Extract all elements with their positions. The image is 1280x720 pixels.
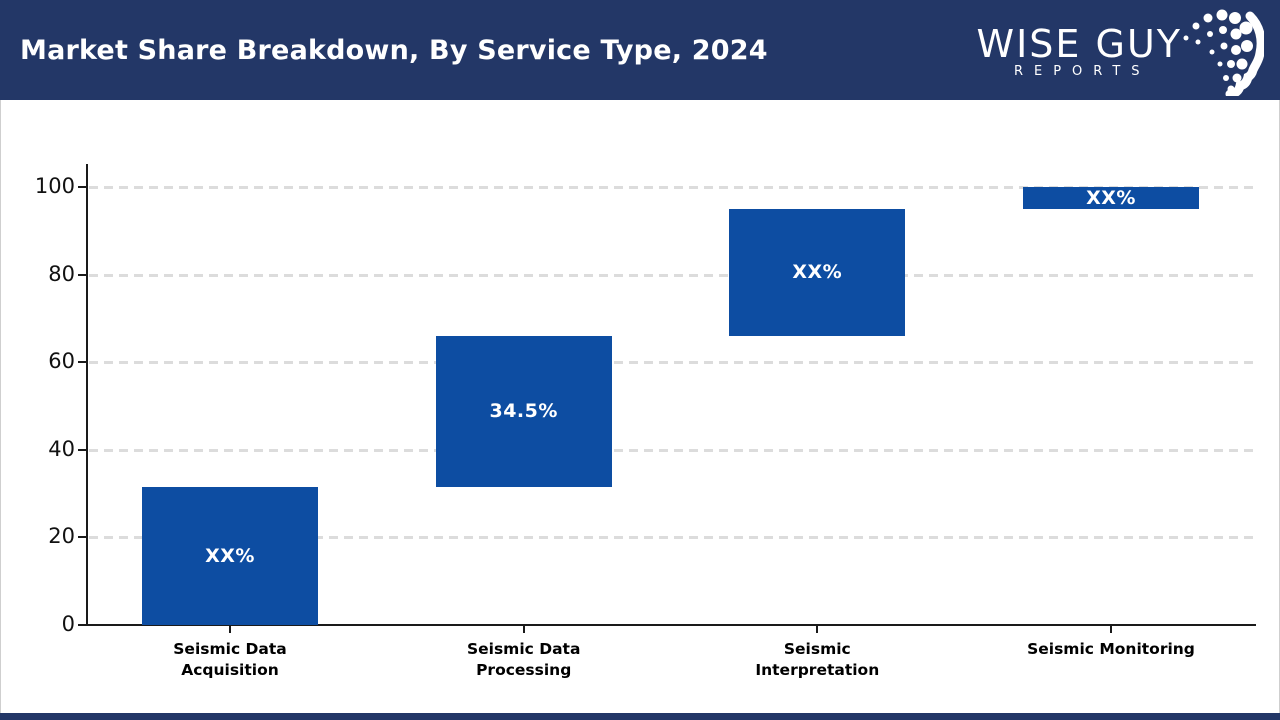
y-tick-label: 20 (48, 524, 75, 549)
x-tick-mark (816, 626, 819, 633)
y-tick-label: 60 (48, 349, 75, 374)
bar-value-label: XX% (1086, 186, 1136, 209)
gridline-20 (89, 536, 1255, 540)
waterfall-bar: XX% (142, 487, 318, 625)
brand-logo: WISE GUY REPORTS (977, 6, 1264, 96)
y-tick-label: 80 (48, 261, 75, 286)
x-category-line: Seismic (783, 640, 851, 658)
y-tick-mark (78, 624, 86, 626)
y-tick-label: 0 (61, 612, 75, 636)
bar-value-label: 34.5% (489, 400, 558, 423)
x-tick-mark (229, 626, 231, 633)
waterfall-bar: XX% (1023, 187, 1199, 209)
y-tick-label: 40 (48, 436, 75, 461)
x-category-line: Seismic Data (173, 640, 287, 658)
brand-head-icon (1183, 9, 1264, 96)
y-tick-mark (78, 448, 86, 451)
header-bar: Market Share Breakdown, By Service Type,… (0, 0, 1280, 100)
x-category-label: Seismic Data Processing (394, 639, 654, 681)
footer-bar (0, 713, 1280, 720)
gridline-60 (89, 361, 1255, 365)
x-tick-mark (1110, 626, 1112, 633)
bar-value-label: XX% (792, 261, 843, 284)
x-category-line: Acquisition (181, 661, 279, 679)
x-axis-line (86, 624, 1256, 626)
y-tick-mark (78, 536, 86, 539)
x-category-line: Processing (476, 661, 572, 679)
brand-name: WISE GUY (976, 22, 1182, 67)
x-category-line: Interpretation (755, 661, 880, 679)
waterfall-bar: XX% (729, 208, 906, 336)
gridline-40 (89, 448, 1255, 452)
y-tick-mark (78, 273, 86, 276)
x-tick-mark (522, 626, 525, 633)
x-category-label: Seismic Interpretation (687, 639, 947, 681)
waterfall-bar: 34.5% (435, 335, 612, 488)
gridline-80 (89, 273, 1255, 277)
x-category-label: Seismic Data Acquisition (100, 639, 360, 681)
x-category-label: Seismic Monitoring (981, 639, 1241, 660)
brand-subtitle: REPORTS (1013, 63, 1151, 79)
y-axis-line (86, 164, 88, 626)
x-category-line: Seismic Data (466, 640, 581, 658)
x-category-line: Seismic Monitoring (1027, 640, 1195, 658)
page-title: Market Share Breakdown, By Service Type,… (20, 34, 768, 66)
gridline-100 (89, 186, 1255, 189)
y-tick-label: 100 (34, 174, 75, 198)
brand-logo-text: WISE GUY REPORTS (976, 22, 1182, 79)
bar-value-label: XX% (205, 545, 255, 567)
y-tick-mark (78, 361, 86, 364)
y-tick-mark (78, 186, 86, 188)
